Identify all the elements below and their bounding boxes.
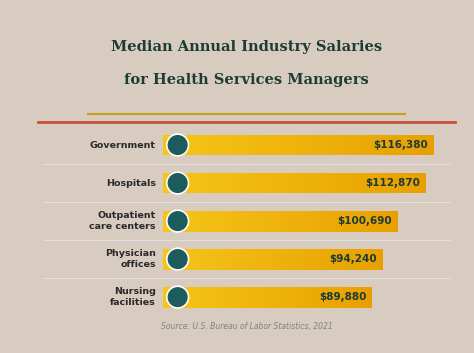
Text: $94,240: $94,240 (329, 254, 377, 264)
Text: $100,690: $100,690 (337, 216, 392, 226)
Text: $116,380: $116,380 (374, 140, 428, 150)
Text: Hospitals: Hospitals (106, 179, 156, 187)
Text: $112,870: $112,870 (365, 178, 420, 188)
Text: Government: Government (90, 140, 156, 150)
Text: Physician
offices: Physician offices (105, 250, 156, 269)
Text: Outpatient
care centers: Outpatient care centers (90, 211, 156, 231)
Text: $89,880: $89,880 (319, 292, 367, 302)
Text: Median Annual Industry Salaries: Median Annual Industry Salaries (111, 40, 382, 54)
Text: Nursing
facilities: Nursing facilities (110, 287, 156, 307)
Text: for Health Services Managers: for Health Services Managers (124, 73, 369, 87)
Text: Source: U.S. Bureau of Labor Statistics, 2021: Source: U.S. Bureau of Labor Statistics,… (161, 322, 332, 331)
